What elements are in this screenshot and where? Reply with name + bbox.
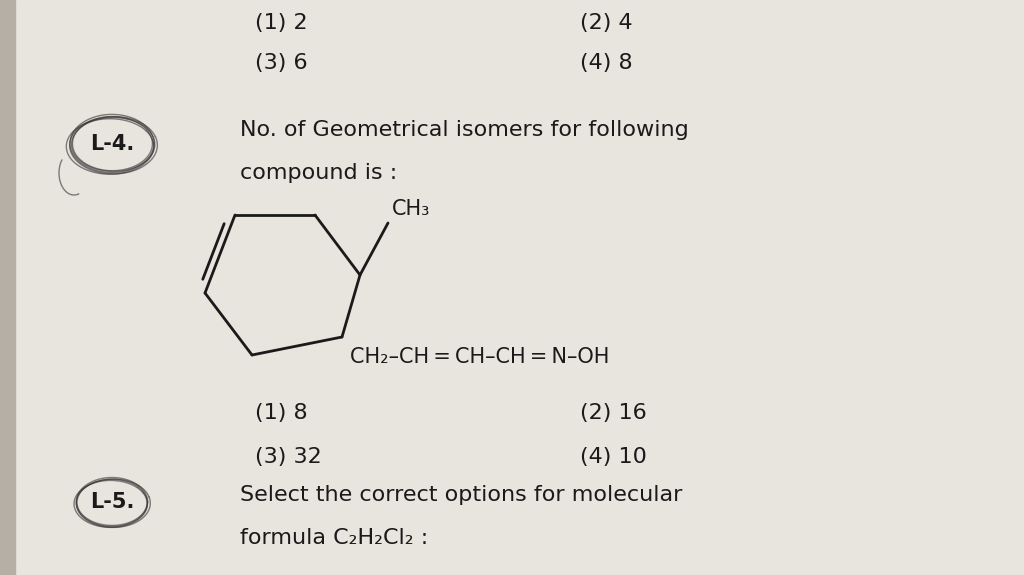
Text: L-4.: L-4. — [90, 134, 134, 154]
Text: (1) 8: (1) 8 — [255, 403, 307, 423]
Text: No. of Geometrical isomers for following: No. of Geometrical isomers for following — [240, 120, 689, 140]
Text: (4) 10: (4) 10 — [580, 447, 647, 467]
Text: CH₃: CH₃ — [392, 199, 430, 219]
Text: L-5.: L-5. — [90, 492, 134, 512]
Text: Select the correct options for molecular: Select the correct options for molecular — [240, 485, 682, 505]
Text: (3) 32: (3) 32 — [255, 447, 322, 467]
Bar — [0, 0, 15, 575]
Text: CH₂–CH = CH–CH = N–OH: CH₂–CH = CH–CH = N–OH — [350, 347, 609, 367]
Text: (3) 6: (3) 6 — [255, 53, 307, 73]
Text: (4) 8: (4) 8 — [580, 53, 633, 73]
Text: (2) 16: (2) 16 — [580, 403, 647, 423]
Text: (2) 4: (2) 4 — [580, 13, 633, 33]
Text: compound is :: compound is : — [240, 163, 397, 183]
Text: (1) 2: (1) 2 — [255, 13, 307, 33]
Text: formula C₂H₂Cl₂ :: formula C₂H₂Cl₂ : — [240, 528, 428, 548]
